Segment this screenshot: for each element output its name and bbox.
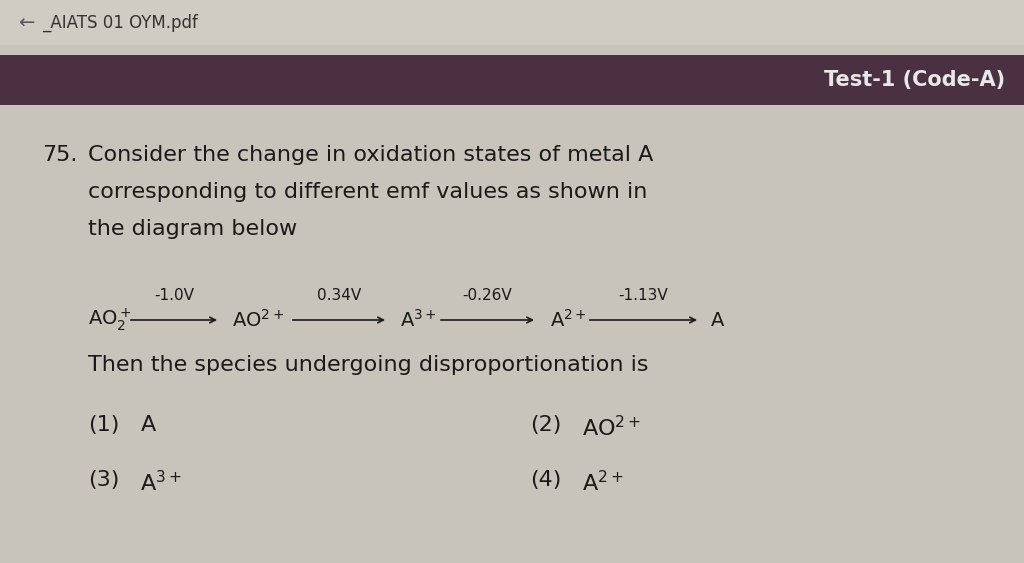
Text: $\mathrm{AO_2^+}$: $\mathrm{AO_2^+}$ <box>88 307 131 333</box>
Text: $\mathrm{A^{2+}}$: $\mathrm{A^{2+}}$ <box>550 309 587 331</box>
Text: -1.13V: -1.13V <box>618 288 669 303</box>
Text: $\mathrm{A^{3+}}$: $\mathrm{A^{3+}}$ <box>400 309 437 331</box>
Text: 0.34V: 0.34V <box>316 288 361 303</box>
Text: $\mathrm{A}$: $\mathrm{A}$ <box>710 311 725 329</box>
Text: Test-1 (Code-A): Test-1 (Code-A) <box>824 70 1005 90</box>
Text: ←: ← <box>18 14 35 33</box>
Text: $\mathrm{AO^{2+}}$: $\mathrm{AO^{2+}}$ <box>582 415 641 440</box>
Text: (2): (2) <box>530 415 561 435</box>
Text: (3): (3) <box>88 470 120 490</box>
Bar <box>0 115 1024 563</box>
Text: -0.26V: -0.26V <box>463 288 512 303</box>
Text: -1.0V: -1.0V <box>154 288 194 303</box>
Text: _AIATS 01 OYM.pdf: _AIATS 01 OYM.pdf <box>42 14 198 32</box>
Bar <box>0 55 1024 105</box>
Text: $\mathrm{AO^{2+}}$: $\mathrm{AO^{2+}}$ <box>232 309 285 331</box>
Text: Consider the change in oxidation states of metal A: Consider the change in oxidation states … <box>88 145 653 165</box>
Bar <box>0 0 1024 45</box>
Text: Then the species undergoing disproportionation is: Then the species undergoing disproportio… <box>88 355 648 375</box>
Text: (4): (4) <box>530 470 561 490</box>
Text: $\mathrm{A^{2+}}$: $\mathrm{A^{2+}}$ <box>582 470 624 495</box>
Text: $\mathrm{A}$: $\mathrm{A}$ <box>140 415 157 435</box>
Text: the diagram below: the diagram below <box>88 219 297 239</box>
Text: 75.: 75. <box>42 145 78 165</box>
Text: corresponding to different emf values as shown in: corresponding to different emf values as… <box>88 182 647 202</box>
Text: (1): (1) <box>88 415 120 435</box>
Text: $\mathrm{A^{3+}}$: $\mathrm{A^{3+}}$ <box>140 470 181 495</box>
